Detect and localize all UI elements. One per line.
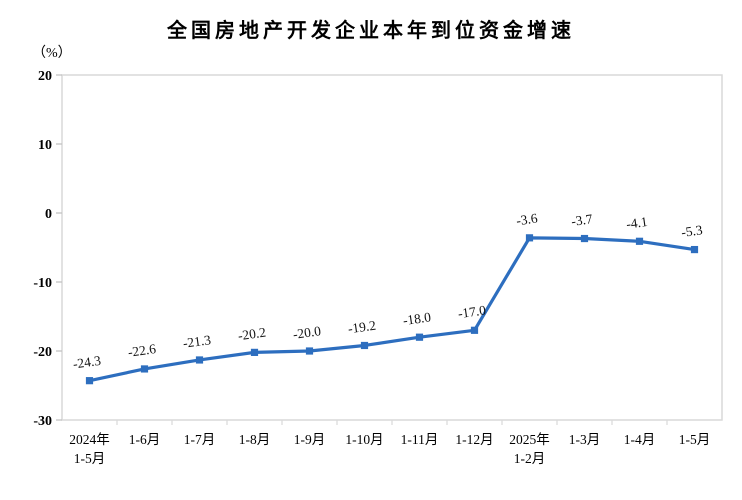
data-point-marker [195,356,204,364]
x-axis-tick-label: 2024年 1-5月 [69,432,110,466]
y-axis-tick-label: 20 [38,69,52,84]
data-point-label: -24.3 [72,353,102,372]
x-axis-tick-label: 1-11月 [401,432,439,447]
data-point-label: -22.6 [127,341,157,360]
x-axis-tick-label: 1-9月 [294,432,326,447]
data-point-label: -18.0 [402,309,432,328]
x-axis-tick-label: 1-6月 [129,432,161,447]
chart-title: 全国房地产开发企业本年到位资金增速 [167,18,575,42]
data-point-marker [305,347,314,355]
data-point-label: -3.6 [515,210,538,228]
x-axis-tick-label: 2025年 1-2月 [509,432,550,466]
y-axis-tick-label: 10 [38,138,52,153]
data-point-label: -21.3 [182,332,212,351]
data-point-marker [140,365,149,373]
data-point-label: -20.2 [237,325,267,344]
data-point-marker [690,245,699,254]
data-point-marker [250,348,259,356]
y-axis-tick-label: -20 [33,345,52,360]
x-axis-tick-label: 1-5月 [679,432,711,447]
data-point-label: -19.2 [347,318,377,337]
data-point-label: -5.3 [680,222,703,240]
data-point-marker [360,341,369,350]
x-axis-tick-label: 1-12月 [455,432,493,447]
data-point-marker [580,234,589,243]
series-line [87,236,697,383]
x-axis-tick-label: 1-8月 [239,432,271,447]
plot-border [61,74,723,421]
x-axis-tick-label: 1-7月 [184,432,216,447]
data-point-label: -20.0 [292,323,322,342]
y-axis-tick-label: 0 [45,207,52,222]
x-axis-tick-label: 1-4月 [624,432,656,447]
data-point-label: -3.7 [570,211,593,229]
data-point-marker [525,234,534,242]
data-point-marker [415,333,424,341]
x-axis-tick-label: 1-10月 [345,432,383,447]
data-point-marker [470,326,479,334]
data-point-marker [85,377,94,385]
x-axis-tick-label: 1-3月 [569,432,601,447]
data-point-label: -17.0 [457,302,487,321]
y-axis-unit-label: （%） [32,46,72,61]
data-point-marker [635,237,644,245]
y-axis-tick-label: -10 [33,276,52,291]
y-axis-tick-label: -30 [33,414,52,429]
data-point-label: -4.1 [625,214,648,232]
